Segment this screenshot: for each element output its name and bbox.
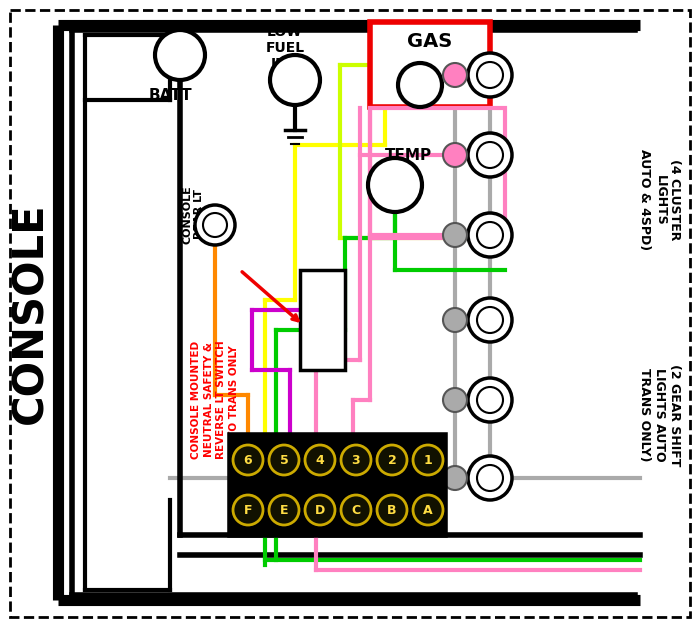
Circle shape — [468, 456, 512, 500]
Text: TEMP: TEMP — [384, 148, 432, 163]
Text: E: E — [280, 503, 288, 517]
Text: 1: 1 — [424, 453, 433, 466]
Text: (4 CLUSTER
LIGHTS
AUTO & 4SPD): (4 CLUSTER LIGHTS AUTO & 4SPD) — [638, 149, 682, 251]
Circle shape — [413, 495, 443, 525]
Circle shape — [468, 378, 512, 422]
Circle shape — [468, 298, 512, 342]
Circle shape — [468, 53, 512, 97]
Circle shape — [195, 205, 235, 245]
Circle shape — [233, 445, 263, 475]
Circle shape — [305, 495, 335, 525]
Text: 5: 5 — [279, 453, 288, 466]
Text: A: A — [424, 503, 433, 517]
Circle shape — [477, 62, 503, 88]
Circle shape — [341, 445, 371, 475]
Text: CONSOLE MOUNTED
NEUTRAL SAFETY &
REVERSE LT SWITCH
AUTO TRANS ONLY: CONSOLE MOUNTED NEUTRAL SAFETY & REVERSE… — [191, 340, 239, 460]
Text: LOW
FUEL
IND: LOW FUEL IND — [265, 25, 304, 71]
Circle shape — [443, 143, 467, 167]
Text: CONSOLE: CONSOLE — [9, 202, 51, 424]
Circle shape — [270, 55, 320, 105]
Circle shape — [477, 307, 503, 333]
Circle shape — [443, 388, 467, 412]
Circle shape — [443, 223, 467, 247]
Circle shape — [269, 445, 299, 475]
Circle shape — [477, 465, 503, 491]
Circle shape — [269, 495, 299, 525]
Circle shape — [443, 63, 467, 87]
Circle shape — [413, 445, 443, 475]
Text: BATT: BATT — [148, 88, 192, 103]
Bar — [300, 270, 345, 370]
Bar — [370, 108, 505, 238]
Bar — [230, 435, 445, 535]
Text: GAS: GAS — [407, 32, 453, 51]
Circle shape — [477, 222, 503, 248]
Text: CONSOLE
REAR LT: CONSOLE REAR LT — [182, 185, 204, 244]
Circle shape — [377, 445, 407, 475]
Circle shape — [203, 213, 227, 237]
Circle shape — [368, 158, 422, 212]
Circle shape — [468, 133, 512, 177]
Circle shape — [468, 213, 512, 257]
Circle shape — [443, 308, 467, 332]
Circle shape — [477, 142, 503, 168]
Circle shape — [477, 387, 503, 413]
Text: 2: 2 — [388, 453, 396, 466]
Text: 6: 6 — [244, 453, 252, 466]
Bar — [370, 22, 490, 107]
Circle shape — [341, 495, 371, 525]
Circle shape — [377, 495, 407, 525]
Circle shape — [233, 495, 263, 525]
Text: 3: 3 — [351, 453, 360, 466]
Text: B: B — [387, 503, 397, 517]
Text: 4: 4 — [316, 453, 324, 466]
Text: D: D — [315, 503, 325, 517]
Circle shape — [443, 466, 467, 490]
Circle shape — [305, 445, 335, 475]
Text: (2 GEAR SHIFT
LIGHTS AUTO
TRANS ONLY): (2 GEAR SHIFT LIGHTS AUTO TRANS ONLY) — [638, 364, 682, 466]
Circle shape — [155, 30, 205, 80]
Circle shape — [398, 63, 442, 107]
Text: F: F — [244, 503, 252, 517]
Text: C: C — [351, 503, 360, 517]
